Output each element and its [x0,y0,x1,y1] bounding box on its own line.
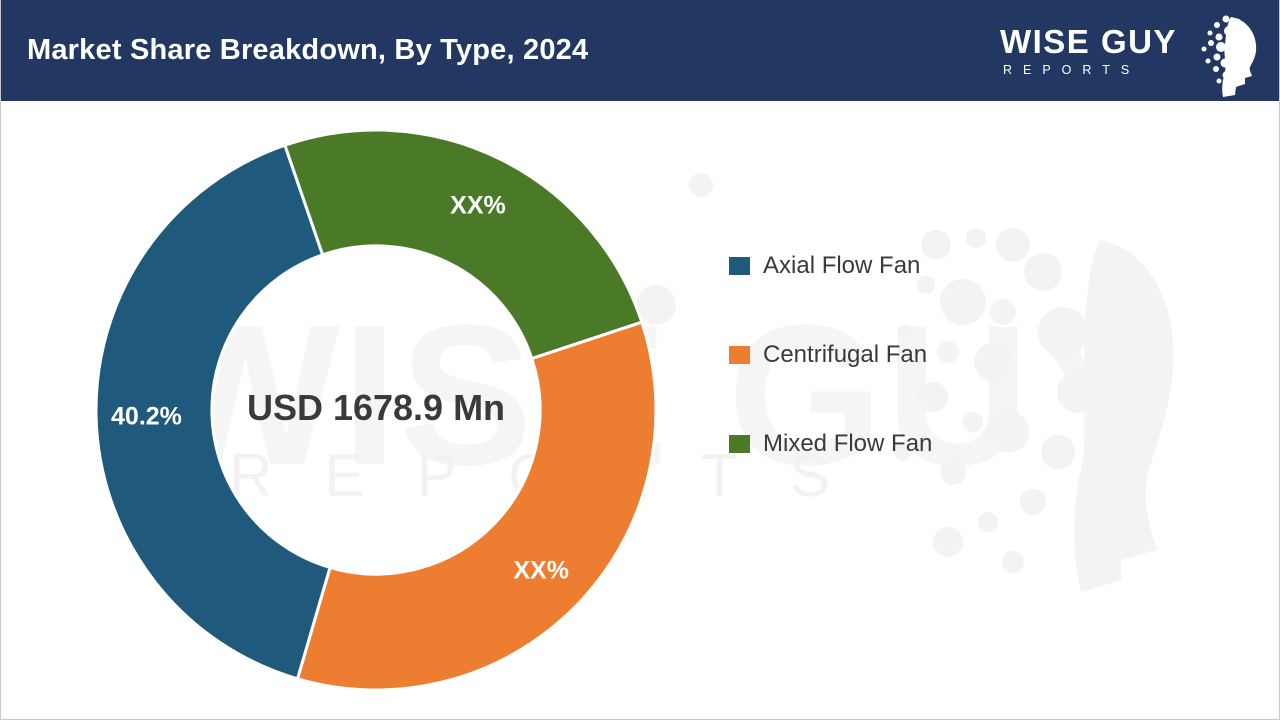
watermark-wordmark: WISE GUY [151,284,1168,507]
legend-swatch [729,434,750,453]
watermark-dotted-head [636,173,1174,592]
legend-item-axial-flow-fan: Axial Flow Fan [729,252,932,281]
legend-label: Centrifugal Fan [763,340,928,368]
legend-label: Mixed Flow Fan [763,429,933,457]
donut-chart: XX% XX% 40.2% [94,128,658,692]
page-title: Market Share Breakdown, By Type, 2024 [27,34,589,66]
header-bar: Market Share Breakdown, By Type, 2024 WI… [1,0,1279,101]
brand-logo: WISE GUY REPORTS [999,15,1257,97]
logo-subtitle: REPORTS [1002,62,1141,77]
segment-label-axial-flow-fan: 40.2% [111,402,182,430]
legend-item-mixed-flow-fan: Mixed Flow Fan [729,430,932,459]
chart-center-value: USD 1678.9 Mn [246,387,506,428]
logo-wordmark: WISE GUY [999,22,1177,60]
segment-label-mixed-flow-fan: XX% [450,191,506,219]
chart-legend: Axial Flow Fan Centrifugal Fan Mixed Flow … [729,252,932,518]
donut-segment-mixed-flow-fan [282,128,644,361]
segment-label-centrifugal-fan: XX% [513,556,569,584]
legend-swatch [729,346,750,365]
dotted-head-icon [1201,15,1257,97]
legend-swatch [729,257,750,276]
legend-label: Axial Flow Fan [763,252,921,279]
legend-item-centrifugal-fan: Centrifugal Fan [729,341,932,370]
donut-segment-axial-flow-fan [94,143,332,681]
donut-segment-centrifugal-fan [295,320,658,692]
